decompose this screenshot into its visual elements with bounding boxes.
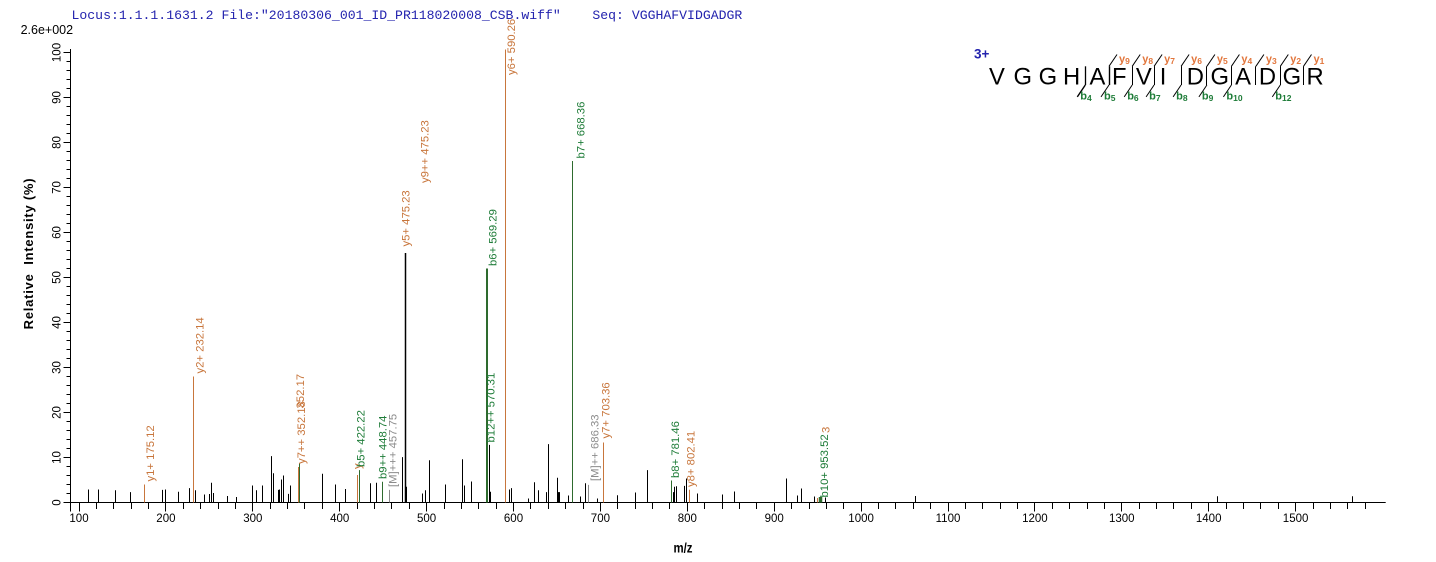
svg-text:600: 600 [504, 513, 523, 525]
svg-text:b7+ 668.36: b7+ 668.36 [576, 102, 588, 159]
svg-text:800: 800 [678, 513, 697, 525]
svg-text:b10: b10 [1226, 91, 1242, 104]
svg-text:900: 900 [765, 513, 784, 525]
svg-text:y2: y2 [1290, 54, 1301, 67]
svg-text:A: A [1235, 64, 1251, 91]
svg-text:y6: y6 [1191, 54, 1202, 67]
svg-text:y9: y9 [1119, 54, 1130, 67]
svg-text:y6+ 590.26: y6+ 590.26 [506, 19, 518, 75]
svg-text:1400: 1400 [1196, 513, 1222, 525]
svg-text:400: 400 [330, 513, 349, 525]
svg-text:y4: y4 [1241, 54, 1252, 67]
svg-text:352.17: 352.17 [295, 374, 307, 409]
svg-text:1200: 1200 [1022, 513, 1048, 525]
svg-text:y7++ 352.18: y7++ 352.18 [296, 401, 308, 464]
svg-text:90: 90 [52, 91, 64, 104]
svg-text:y1: y1 [1314, 54, 1325, 67]
svg-text:b5: b5 [1104, 91, 1116, 104]
svg-text:y5: y5 [1217, 54, 1228, 67]
svg-text:700: 700 [591, 513, 610, 525]
svg-text:30: 30 [52, 361, 64, 374]
svg-text:y3: y3 [1266, 54, 1277, 67]
svg-text:200: 200 [156, 513, 175, 525]
svg-text:2.6e+002: 2.6e+002 [21, 23, 74, 37]
svg-text:10: 10 [52, 451, 64, 464]
svg-text:1300: 1300 [1109, 513, 1135, 525]
svg-text:y5+ 475.23: y5+ 475.23 [401, 190, 413, 246]
svg-text:b7: b7 [1149, 91, 1161, 104]
svg-text:3: 3 [820, 427, 832, 433]
svg-text:[M]+++ 457.75: [M]+++ 457.75 [388, 414, 400, 487]
svg-text:[M]++ 686.33: [M]++ 686.33 [590, 414, 602, 481]
svg-text:500: 500 [417, 513, 436, 525]
svg-text:I: I [1160, 64, 1167, 91]
svg-text:A: A [1089, 64, 1105, 91]
svg-text:V: V [1136, 64, 1152, 91]
svg-text:0: 0 [52, 499, 64, 505]
svg-text:b8: b8 [1176, 91, 1188, 104]
svg-text:D: D [1259, 64, 1276, 91]
svg-text:b6+ 569.29: b6+ 569.29 [487, 209, 499, 266]
svg-text:b9++ 448.74: b9++ 448.74 [377, 416, 389, 479]
svg-text:G: G [1283, 64, 1302, 91]
svg-text:20: 20 [52, 406, 64, 419]
svg-text:H: H [1063, 64, 1080, 91]
svg-text:b10+ 953.52: b10+ 953.52 [819, 434, 831, 497]
svg-text:b6: b6 [1127, 91, 1139, 104]
svg-text:D: D [1187, 64, 1204, 91]
svg-text:b12++ 570.31: b12++ 570.31 [486, 373, 498, 443]
svg-text:y8: y8 [1142, 54, 1153, 67]
svg-text:80: 80 [52, 136, 64, 149]
svg-text:Locus:1.1.1.1631.2 File:"20180: Locus:1.1.1.1631.2 File:"20180306_001_ID… [72, 8, 743, 23]
svg-text:1100: 1100 [936, 513, 961, 525]
svg-text:b9: b9 [1202, 91, 1214, 104]
svg-text:3+: 3+ [974, 47, 990, 62]
svg-text:40: 40 [52, 316, 64, 329]
svg-text:y: y [352, 463, 364, 469]
svg-text:300: 300 [243, 513, 262, 525]
svg-text:100: 100 [69, 513, 88, 525]
svg-text:y8+ 802.41: y8+ 802.41 [686, 431, 698, 487]
svg-text:V: V [989, 64, 1005, 91]
svg-text:b8+ 781.46: b8+ 781.46 [670, 421, 682, 478]
svg-text:y7+ 703.36: y7+ 703.36 [601, 382, 613, 438]
svg-text:b12: b12 [1275, 91, 1291, 104]
svg-text:100: 100 [52, 43, 64, 62]
svg-text:1000: 1000 [848, 513, 874, 525]
svg-text:Relative Intensity (%): Relative Intensity (%) [21, 178, 36, 330]
svg-text:m/z: m/z [674, 540, 693, 556]
svg-text:60: 60 [52, 226, 64, 239]
svg-text:b4: b4 [1080, 91, 1092, 104]
svg-text:G: G [1039, 64, 1058, 91]
svg-text:R: R [1307, 64, 1324, 91]
svg-text:y1+ 175.12: y1+ 175.12 [145, 425, 157, 481]
svg-text:G: G [1013, 64, 1032, 91]
svg-text:50: 50 [52, 271, 64, 284]
svg-text:70: 70 [52, 181, 64, 194]
svg-text:F: F [1112, 64, 1127, 91]
svg-text:1500: 1500 [1283, 513, 1309, 525]
svg-text:y7: y7 [1164, 54, 1175, 67]
svg-text:y9++ 475.23: y9++ 475.23 [420, 120, 432, 183]
svg-text:b5+ 422.22: b5+ 422.22 [356, 410, 368, 467]
svg-text:y2+ 232.14: y2+ 232.14 [194, 317, 206, 373]
svg-text:G: G [1211, 64, 1230, 91]
